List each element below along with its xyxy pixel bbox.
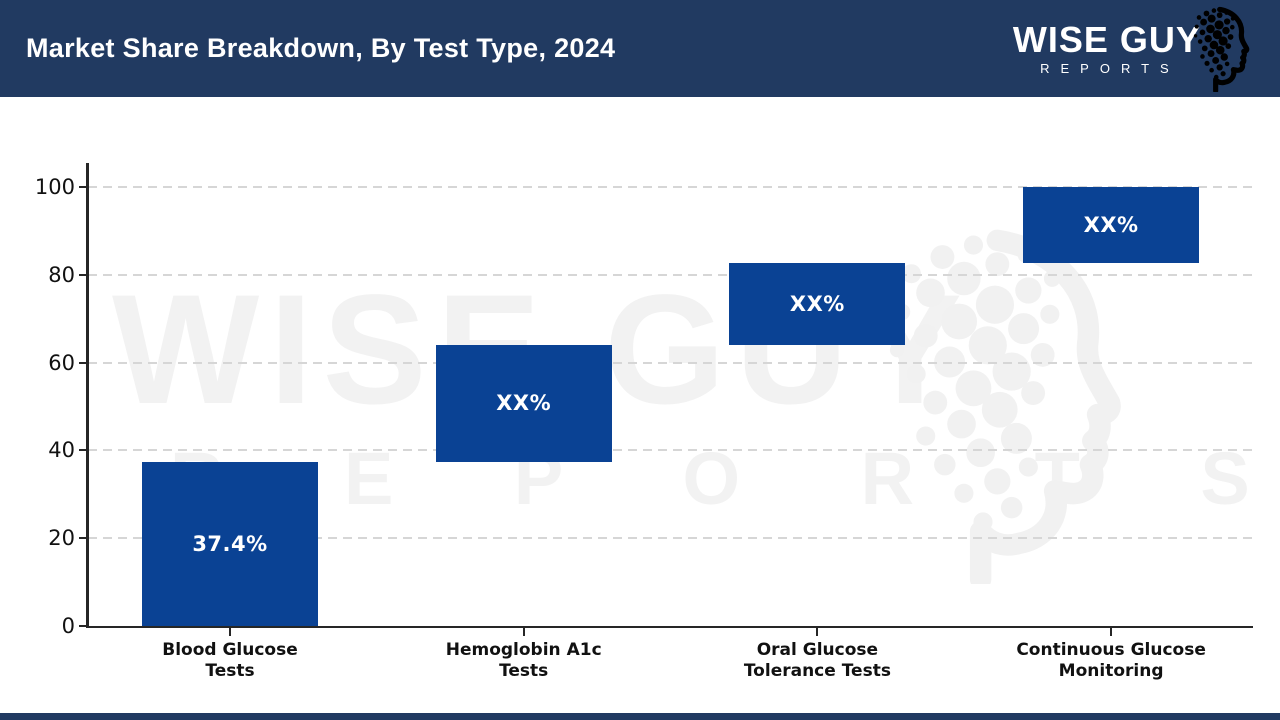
x-tick-3 — [1110, 628, 1113, 636]
bar-value-label: XX% — [789, 291, 845, 316]
y-tick-0 — [79, 625, 88, 627]
header-bar: Market Share Breakdown, By Test Type, 20… — [0, 0, 1280, 97]
bar-segment: XX% — [1023, 187, 1200, 264]
gridline-20 — [88, 537, 1253, 540]
gridline-40 — [88, 449, 1253, 452]
gridline-100 — [88, 186, 1253, 188]
page-title: Market Share Breakdown, By Test Type, 20… — [26, 33, 616, 63]
y-tick-80 — [79, 273, 88, 276]
logo-subtext: REPORTS — [1040, 60, 1180, 76]
x-axis-line — [86, 625, 1253, 628]
watermark-head-icon — [878, 226, 1141, 584]
bar-segment: 37.4% — [142, 461, 318, 626]
gridline-80 — [88, 273, 1253, 276]
y-tick-20 — [79, 537, 88, 540]
y-tick-label-100: 100 — [34, 175, 75, 199]
category-label: Oral Glucose Tolerance Tests — [743, 640, 891, 681]
y-tick-label-60: 60 — [48, 350, 75, 375]
bar-segment: XX% — [435, 344, 612, 462]
footer-bar — [0, 713, 1280, 720]
gridline-60 — [88, 361, 1253, 364]
y-axis-line — [86, 163, 89, 628]
y-tick-40 — [79, 449, 88, 452]
category-label: Hemoglobin A1c Tests — [445, 640, 602, 681]
y-tick-label-80: 80 — [48, 262, 75, 287]
bar-value-label: XX% — [496, 391, 552, 416]
logo-text: WISE GUY REPORTS — [1012, 18, 1201, 76]
x-tick-0 — [229, 628, 231, 636]
y-tick-label-40: 40 — [48, 438, 75, 463]
y-tick-100 — [79, 186, 88, 188]
x-tick-2 — [816, 628, 819, 636]
category-label: Continuous Glucose Monitoring — [1016, 640, 1206, 681]
y-tick-label-20: 20 — [48, 526, 75, 551]
category-label: Blood Glucose Tests — [162, 640, 298, 681]
wiseguy-logo: WISE GUY REPORTS — [1013, 6, 1254, 92]
y-tick-60 — [79, 361, 88, 364]
bar-segment: XX% — [729, 263, 906, 345]
logo-wordmark: WISE GUY — [1012, 18, 1201, 60]
x-tick-1 — [522, 628, 525, 636]
logo-head-icon — [1193, 6, 1250, 92]
y-tick-label-0: 0 — [61, 614, 75, 638]
bar-value-label: 37.4% — [192, 531, 268, 556]
bar-value-label: XX% — [1083, 213, 1139, 238]
